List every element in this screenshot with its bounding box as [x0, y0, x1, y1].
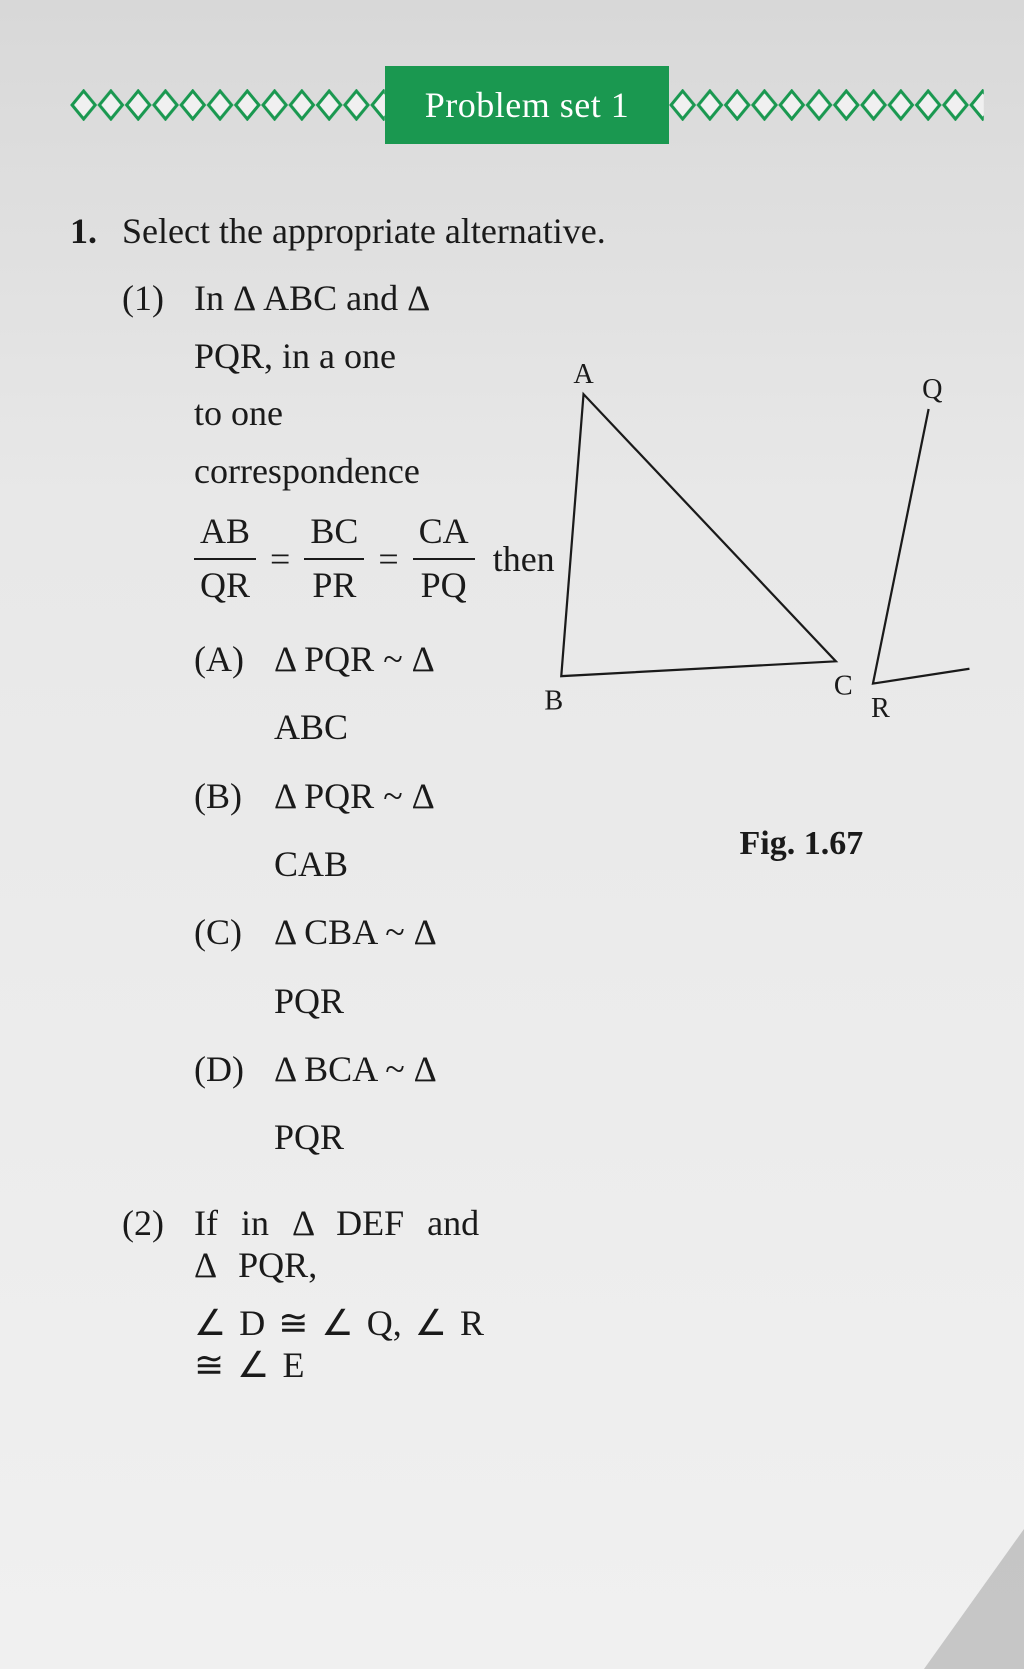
triangle-abc	[561, 394, 836, 676]
diamond-pattern-icon	[70, 89, 385, 121]
fraction-2: BC PR	[304, 510, 364, 606]
fraction-1: AB QR	[194, 510, 256, 606]
sub1-number: (1)	[122, 270, 194, 328]
equals-1: =	[266, 538, 294, 580]
diamond-chain-right	[669, 89, 984, 121]
frac1-num: AB	[194, 510, 256, 559]
option-c: (C) Δ CBA ~ Δ PQR	[194, 898, 509, 1035]
option-c-label: (C)	[194, 898, 274, 966]
option-d-text: Δ BCA ~ Δ PQR	[274, 1035, 509, 1172]
label-b: B	[544, 686, 563, 717]
right-column: A B C Q R Fig. 1.67	[539, 270, 984, 1386]
problem-set-title: Problem set 1	[385, 66, 669, 144]
label-q: Q	[922, 374, 942, 405]
sub-question-1: (1) In Δ ABC and Δ PQR, in a one	[122, 270, 509, 385]
option-a-label: (A)	[194, 625, 274, 693]
frac2-den: PR	[306, 560, 362, 607]
left-column: (1) In Δ ABC and Δ PQR, in a one to one …	[70, 270, 509, 1386]
sub2-number: (2)	[122, 1202, 194, 1244]
fraction-3: CA PQ	[413, 510, 475, 606]
question-prompt: Select the appropriate alternative.	[122, 210, 606, 252]
diamond-pattern-icon	[669, 89, 984, 121]
sub2-line2: ∠ D ≅ ∠ Q, ∠ R ≅ ∠ E	[194, 1302, 509, 1386]
option-b-text: Δ PQR ~ Δ CAB	[274, 762, 509, 899]
triangles-figure: A B C Q R	[539, 270, 984, 830]
sub1-line2: to one correspondence	[194, 385, 509, 500]
figure-caption: Fig. 1.67	[619, 825, 984, 863]
option-b: (B) Δ PQR ~ Δ CAB	[194, 762, 509, 899]
equals-2: =	[374, 538, 402, 580]
fraction-equation: AB QR = BC PR = CA PQ then	[194, 510, 509, 606]
option-b-label: (B)	[194, 762, 274, 830]
label-c: C	[834, 671, 853, 702]
triangle-qr	[873, 409, 969, 684]
frac3-den: PQ	[415, 560, 473, 607]
diamond-chain-left	[70, 89, 385, 121]
frac1-den: QR	[194, 560, 256, 607]
sub1-line1: In Δ ABC and Δ PQR, in a one	[194, 270, 509, 385]
sub2-line1: If in Δ DEF and Δ PQR,	[194, 1202, 509, 1286]
page-curl-icon	[924, 1529, 1024, 1669]
question-number: 1.	[70, 210, 122, 252]
content-row: (1) In Δ ABC and Δ PQR, in a one to one …	[70, 270, 984, 1386]
label-a: A	[573, 359, 594, 390]
label-r: R	[871, 693, 890, 724]
option-d-label: (D)	[194, 1035, 274, 1103]
frac3-num: CA	[413, 510, 475, 559]
option-c-text: Δ CBA ~ Δ PQR	[274, 898, 509, 1035]
question-1: 1. Select the appropriate alternative.	[70, 210, 984, 252]
option-a: (A) Δ PQR ~ Δ ABC	[194, 625, 509, 762]
problem-set-header: Problem set 1	[70, 60, 984, 150]
option-a-text: Δ PQR ~ Δ ABC	[274, 625, 509, 762]
frac2-num: BC	[304, 510, 364, 559]
sub-question-2: (2) If in Δ DEF and Δ PQR, ∠ D ≅ ∠ Q, ∠ …	[70, 1202, 509, 1386]
option-d: (D) Δ BCA ~ Δ PQR	[194, 1035, 509, 1172]
